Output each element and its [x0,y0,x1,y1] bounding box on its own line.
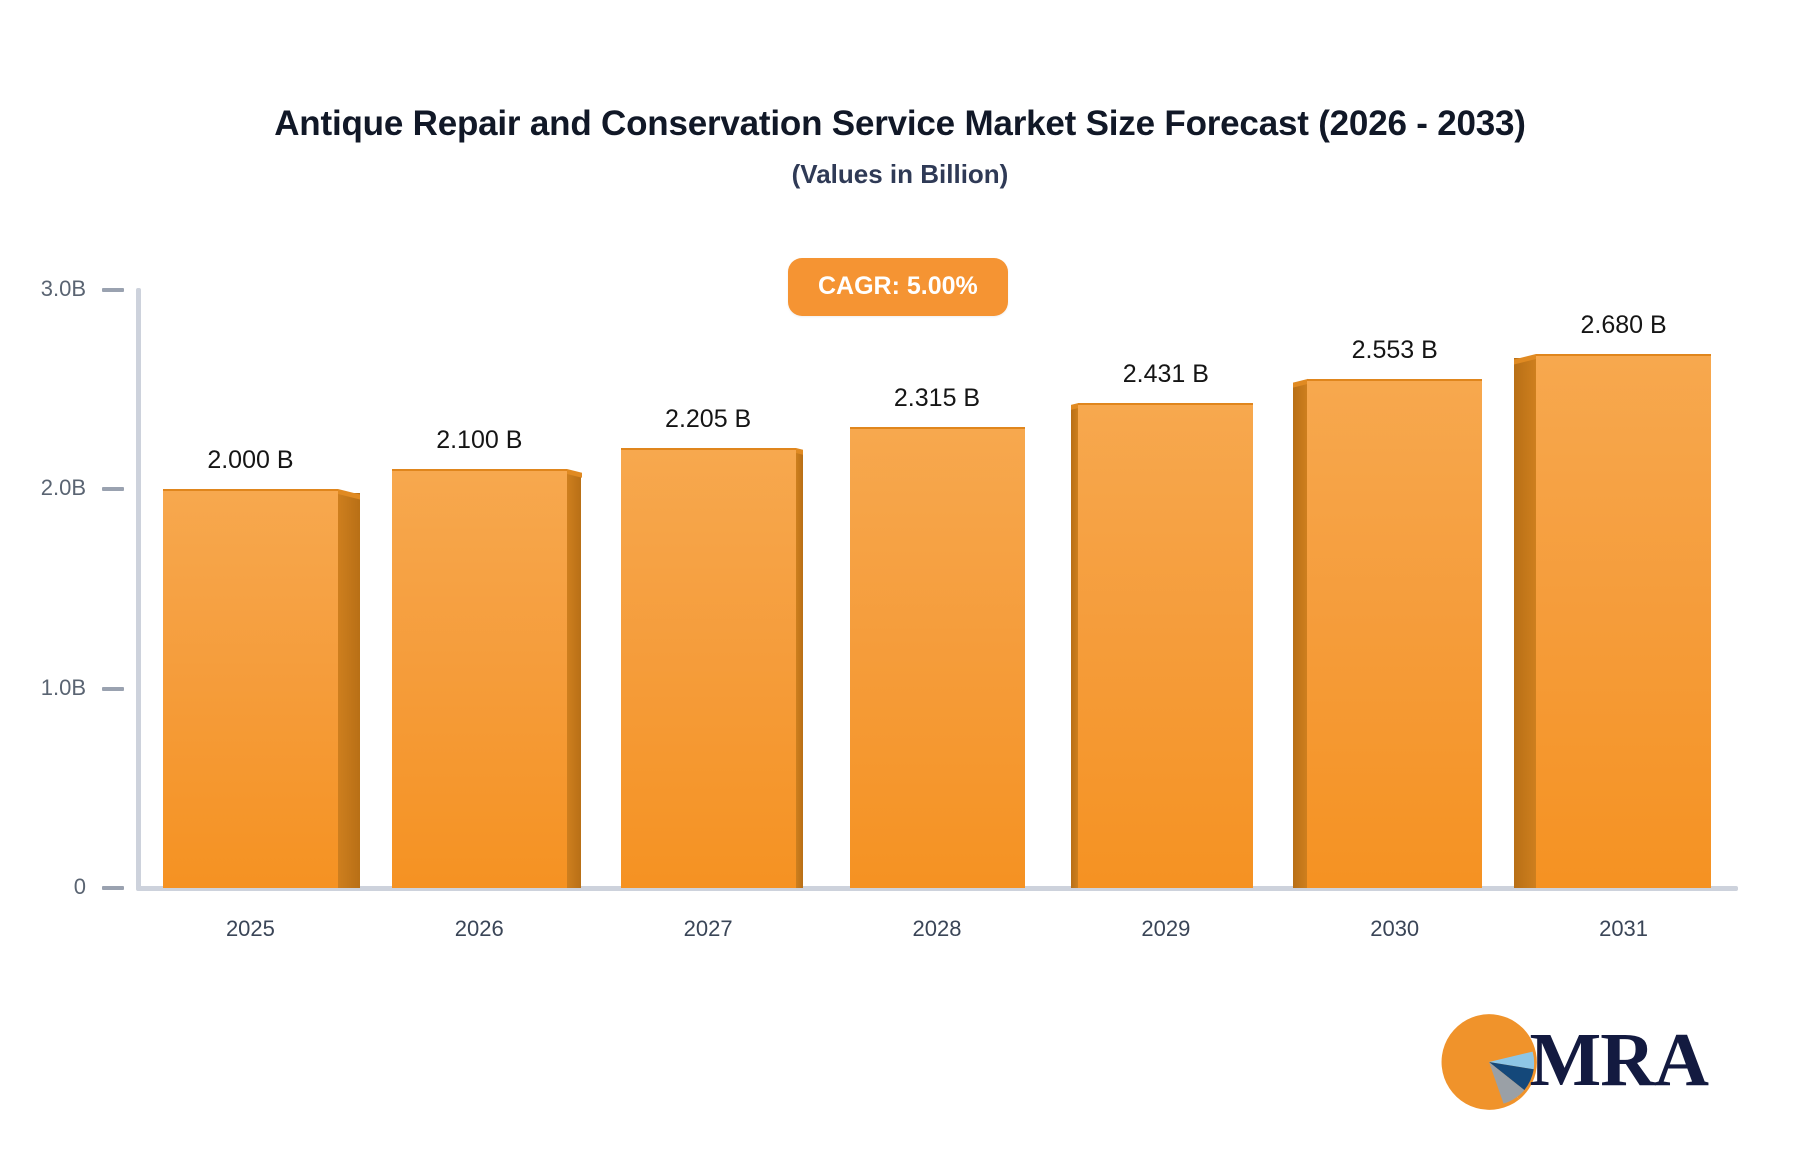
y-axis-line [136,288,141,890]
y-axis-tick-mark [102,487,124,492]
brand-logo: MRA [1437,1010,1722,1114]
y-axis-tick-label: 3.0B [40,276,86,301]
bar-value-label: 2.205 B [665,405,752,434]
x-axis-tick-label: 2025 [225,916,275,941]
bar-3d-side-face [1514,357,1537,888]
chart-header: Antique Repair and Conservation Service … [0,0,1800,190]
x-axis-tick-label: 2026 [454,916,504,941]
pie-chart-icon [1442,1014,1538,1110]
y-axis-tick-mark [102,686,124,691]
bar-value-label: 2.553 B [1351,336,1438,365]
bar-value-label: 2.000 B [207,446,294,475]
chart-subtitle: (Values in Billion) [791,159,1009,190]
bar-3d-side-face [1071,407,1079,888]
bar-value-label: 2.315 B [893,383,981,412]
bar-column: 2.680 B [1514,312,1712,888]
y-axis-tick-label: 1.0B [40,674,86,700]
bar[interactable] [620,448,796,888]
y-axis-tick-mark [102,886,124,890]
y-axis-tick-mark [102,288,124,292]
bar-column: 2.000 B [162,448,360,888]
y-axis-tick-label: 0 [73,874,86,899]
bar-value-label: 2.100 B [436,426,523,455]
bar-column: 2.553 B [1292,338,1483,888]
x-axis-tick-label: 2030 [1370,916,1420,941]
bar[interactable] [1307,379,1483,888]
bar-column: 2.315 B [849,385,1025,888]
bar-column: 2.431 B [1071,362,1254,888]
bar[interactable] [162,489,338,888]
bar[interactable] [391,469,567,888]
bar-column: 2.205 B [620,407,803,888]
bar-3d-side-face [566,473,582,888]
bar-3d-side-face [795,452,803,888]
bar-value-label: 2.431 B [1122,360,1209,389]
x-axis-tick-label: 2027 [683,916,733,941]
bar[interactable] [1536,353,1712,888]
bar-column: 2.100 B [391,428,582,888]
cagr-badge: CAGR: 5.00% [788,258,1008,316]
y-axis-tick-label: 2.0B [40,475,86,501]
x-axis-tick-label: 2029 [1141,916,1191,941]
bar[interactable] [1078,403,1254,888]
bar-value-label: 2.680 B [1580,310,1667,339]
x-axis-line [136,886,1738,891]
x-axis-tick-label: 2031 [1599,916,1649,941]
x-axis-tick-label: 2028 [912,916,962,941]
bar[interactable] [849,426,1025,888]
page-title: Antique Repair and Conservation Service … [274,104,1526,143]
bar-3d-side-face [337,493,360,888]
brand-wordmark: MRA [1529,1018,1709,1102]
bar-3d-side-face [1292,383,1308,888]
